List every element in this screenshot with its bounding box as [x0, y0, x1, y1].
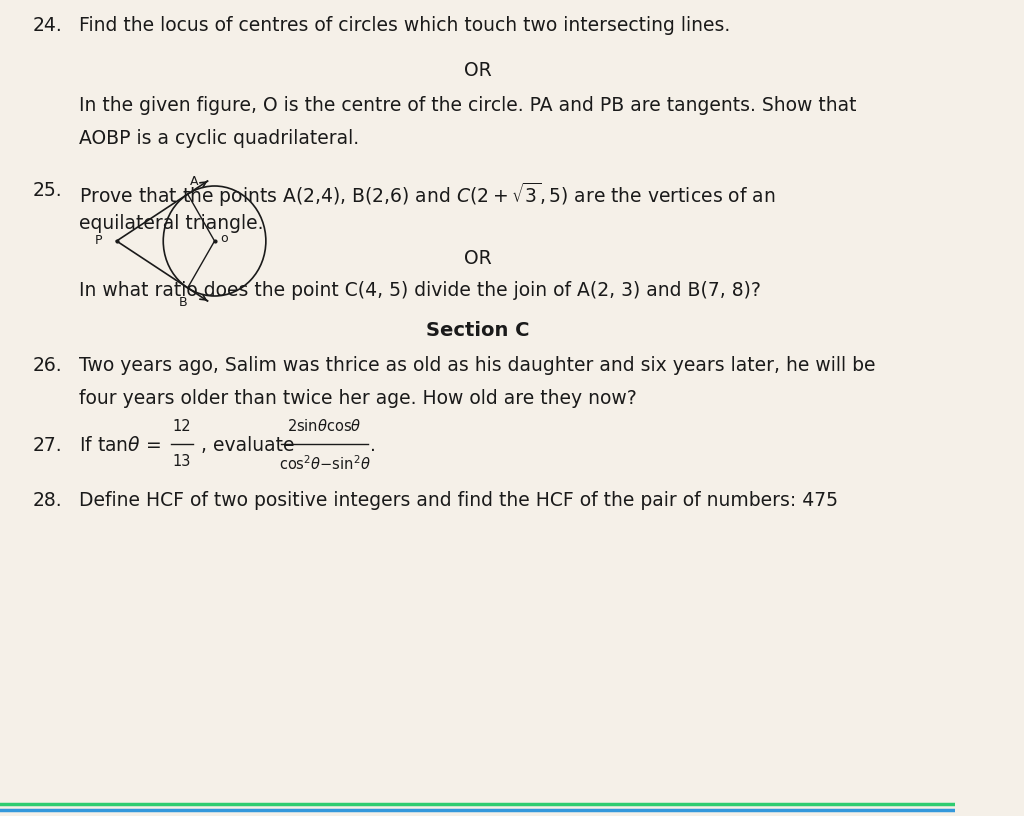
Text: Prove that the points A(2,4), B(2,6) and $C(2+\sqrt{3},5)$ are the vertices of a: Prove that the points A(2,4), B(2,6) and… — [79, 181, 776, 209]
Text: OR: OR — [464, 249, 492, 268]
Text: AOBP is a cyclic quadrilateral.: AOBP is a cyclic quadrilateral. — [79, 129, 359, 148]
Text: o: o — [220, 233, 227, 246]
Text: If tan$\theta$ =: If tan$\theta$ = — [79, 436, 163, 455]
Text: B: B — [179, 296, 187, 308]
Text: 26.: 26. — [33, 356, 62, 375]
Text: 27.: 27. — [33, 436, 62, 455]
Text: In the given figure, O is the centre of the circle. PA and PB are tangents. Show: In the given figure, O is the centre of … — [79, 96, 857, 115]
Text: Define HCF of two positive integers and find the HCF of the pair of numbers: 475: Define HCF of two positive integers and … — [79, 491, 839, 510]
Text: Find the locus of centres of circles which touch two intersecting lines.: Find the locus of centres of circles whi… — [79, 16, 730, 35]
Text: cos$^2\theta$$-$sin$^2\theta$: cos$^2\theta$$-$sin$^2\theta$ — [279, 454, 371, 472]
Text: .: . — [371, 436, 376, 455]
Text: A: A — [189, 175, 198, 188]
Text: P: P — [95, 234, 102, 247]
Text: 2sin$\theta$cos$\theta$: 2sin$\theta$cos$\theta$ — [288, 418, 361, 434]
Text: Section C: Section C — [426, 321, 529, 340]
Text: OR: OR — [464, 61, 492, 80]
Text: Two years ago, Salim was thrice as old as his daughter and six years later, he w: Two years ago, Salim was thrice as old a… — [79, 356, 876, 375]
Text: four years older than twice her age. How old are they now?: four years older than twice her age. How… — [79, 389, 637, 408]
Text: 24.: 24. — [33, 16, 62, 35]
Text: In what ratio does the point C(4, 5) divide the join of A(2, 3) and B(7, 8)?: In what ratio does the point C(4, 5) div… — [79, 281, 761, 300]
Text: 13: 13 — [173, 454, 191, 469]
Text: 25.: 25. — [33, 181, 62, 200]
Text: , evaluate: , evaluate — [201, 436, 294, 455]
Text: 12: 12 — [173, 419, 191, 434]
Text: equilateral triangle.: equilateral triangle. — [79, 214, 264, 233]
Text: 28.: 28. — [33, 491, 62, 510]
